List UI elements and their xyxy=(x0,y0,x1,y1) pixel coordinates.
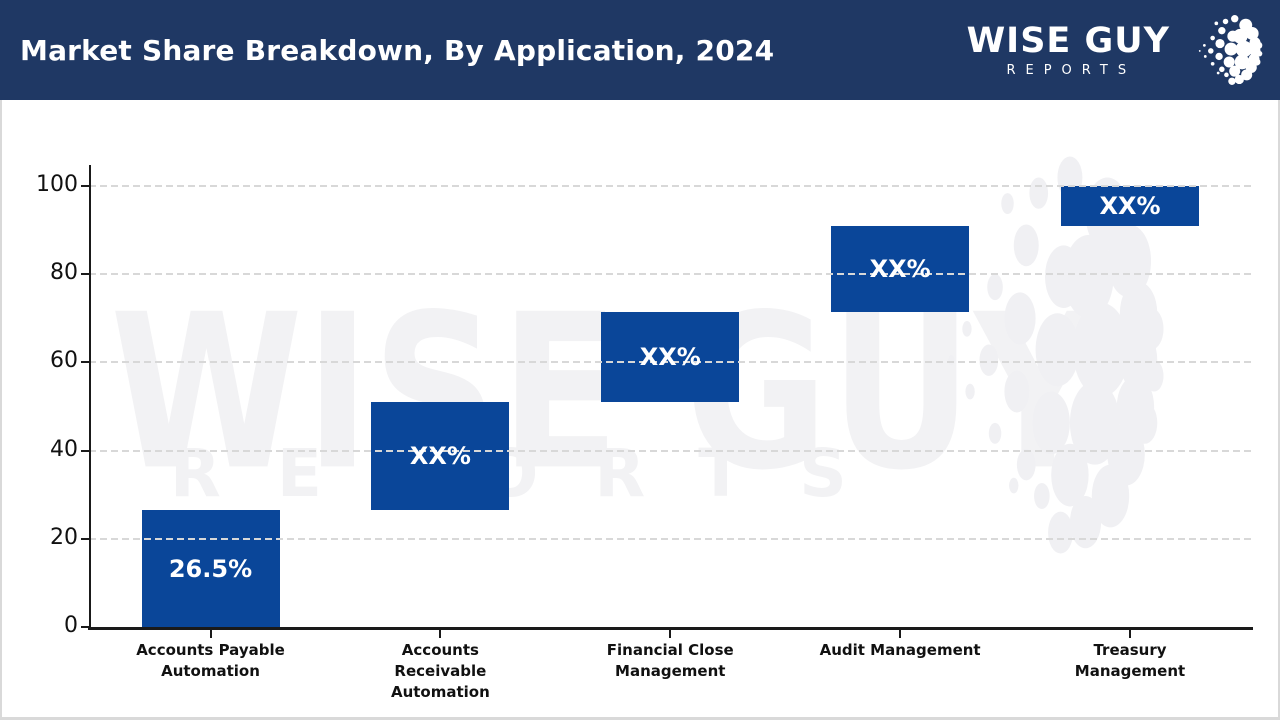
head-dot xyxy=(1235,40,1253,58)
head-dot xyxy=(1091,464,1130,528)
head-dot xyxy=(1210,35,1215,41)
header-bar: Market Share Breakdown, By Application, … xyxy=(0,0,1280,100)
head-dot xyxy=(962,321,972,337)
brand-name: WISE GUY xyxy=(966,20,1170,61)
head-dot xyxy=(1256,50,1263,57)
head-dot xyxy=(1107,224,1152,298)
head-dot xyxy=(1254,41,1263,50)
head-dot xyxy=(1051,443,1089,507)
head-dot xyxy=(1208,48,1214,54)
head-dot xyxy=(1229,65,1241,77)
head-dot xyxy=(1216,71,1220,75)
head-dot xyxy=(987,274,1003,301)
chart-canvas: WISE GUY REPORTS xyxy=(0,100,1280,720)
head-dot xyxy=(1223,56,1235,68)
head-dot xyxy=(1144,360,1164,392)
brand-head-icon xyxy=(1198,15,1263,85)
head-dot xyxy=(1210,61,1215,66)
head-dot xyxy=(1044,245,1083,308)
head-dot xyxy=(1215,38,1225,49)
head-dot xyxy=(1073,302,1130,397)
head-dot xyxy=(1004,370,1030,413)
head-dot xyxy=(1231,15,1239,23)
head-dot xyxy=(1034,482,1050,510)
head-dot xyxy=(988,422,1002,444)
head-dot xyxy=(1009,477,1019,494)
head-dot xyxy=(1069,381,1120,465)
head-dot xyxy=(1215,52,1223,61)
head-dot xyxy=(1224,72,1229,78)
head-dot xyxy=(1245,27,1259,40)
watermark-subtext: REPORTS xyxy=(170,435,903,512)
head-dot xyxy=(1013,224,1039,267)
head-dot xyxy=(1224,42,1238,56)
head-dot xyxy=(948,355,955,366)
head-dot xyxy=(1032,391,1070,455)
head-dot xyxy=(1253,58,1261,66)
brand-logo-text: WISE GUY REPORTS xyxy=(966,20,1170,78)
head-dot xyxy=(1234,74,1244,85)
head-dot xyxy=(1016,449,1036,481)
head-dot xyxy=(1219,66,1225,73)
head-dot xyxy=(1234,54,1250,70)
head-dot xyxy=(1132,402,1158,444)
head-dot xyxy=(1228,77,1236,85)
head-dot xyxy=(1203,55,1207,58)
head-dot xyxy=(1138,308,1164,350)
head-dot xyxy=(1214,21,1219,26)
watermark-head-icon xyxy=(948,156,1164,554)
head-dot xyxy=(1057,156,1083,199)
head-dot xyxy=(1198,50,1201,52)
head-dot xyxy=(1069,496,1102,549)
head-dot xyxy=(1202,44,1206,47)
head-dot xyxy=(979,344,999,376)
brand-subname: REPORTS xyxy=(1006,62,1137,78)
head-dot xyxy=(1029,177,1049,209)
head-dot xyxy=(1222,18,1229,25)
chart-title: Market Share Breakdown, By Application, … xyxy=(20,33,775,67)
head-dot xyxy=(1227,30,1239,42)
brand-logo: WISE GUY REPORTS xyxy=(967,6,1266,94)
head-dot xyxy=(1048,511,1074,554)
head-dot xyxy=(1218,27,1226,35)
head-dot xyxy=(1241,69,1253,81)
head-dot xyxy=(1035,313,1080,387)
head-dot xyxy=(965,383,975,400)
head-dot xyxy=(1004,292,1036,345)
head-dot xyxy=(1001,193,1014,214)
